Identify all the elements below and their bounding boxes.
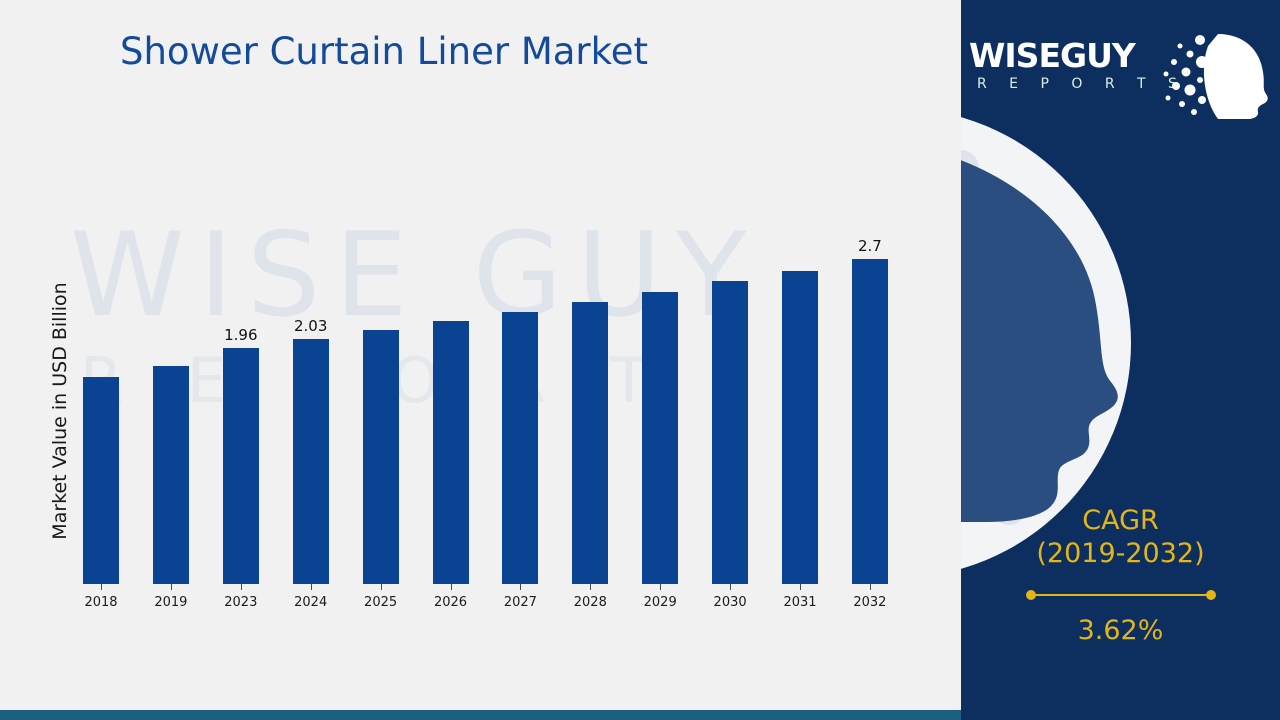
- bar-2028: [572, 301, 609, 584]
- logo-dotted-head-icon: [1163, 34, 1268, 119]
- x-tick-2026: [450, 584, 452, 590]
- bar-2024: [292, 339, 329, 584]
- x-tick-label-2031: 2031: [783, 595, 817, 610]
- cagr-label: CAGR: [1082, 505, 1159, 536]
- bar-value-label-2024: 2.03: [293, 317, 328, 336]
- page-title: Shower Curtain Liner Market: [120, 30, 649, 73]
- footer-strip: [0, 710, 961, 720]
- bar-2025: [362, 329, 399, 584]
- bar-value-label-2032: 2.7: [857, 236, 882, 255]
- x-tick-label-2027: 2027: [503, 595, 537, 610]
- x-tick-label-2029: 2029: [643, 595, 677, 610]
- cagr-divider: [1025, 589, 1216, 601]
- bar-2023: [222, 347, 259, 584]
- x-tick-label-2023: 2023: [224, 595, 258, 610]
- x-tick-2030: [730, 584, 732, 590]
- x-tick-2025: [380, 584, 382, 590]
- head-silhouette-icon: [961, 160, 1118, 522]
- x-tick-label-2025: 2025: [364, 595, 398, 610]
- divider-line: [1031, 593, 1210, 596]
- x-tick-label-2026: 2026: [433, 595, 468, 610]
- x-tick-2024: [310, 584, 312, 590]
- x-tick-label-2018: 2018: [84, 595, 118, 610]
- chart-area: WISE GUY R E P O R T S Shower Curtain Li…: [49, 30, 888, 610]
- brand-panel: WISEGUY R E P O R T S CAGR (2019-2032: [961, 0, 1280, 720]
- cagr-value: 3.62%: [1077, 614, 1164, 646]
- bar-2018: [83, 376, 119, 584]
- cagr-period: (2019-2032): [1036, 537, 1205, 569]
- brand-logo: WISEGUY R E P O R T S: [961, 28, 1280, 124]
- x-tick-label-2032: 2032: [853, 595, 887, 610]
- x-tick-label-2019: 2019: [154, 595, 188, 610]
- cagr-block: CAGR (2019-2032) 3.62%: [961, 505, 1280, 646]
- x-tick-2031: [800, 584, 801, 590]
- bar-2029: [642, 292, 679, 584]
- bar-chart-plot: 2018 2019 1.96 2023 2.03 2024 2025 2026 2027 2028…: [83, 236, 888, 610]
- logo-subtext: R E P O R T S: [977, 76, 1186, 92]
- bar-2019: [152, 365, 189, 584]
- x-tick-2027: [520, 584, 522, 590]
- divider-dot-right: [1205, 589, 1216, 600]
- bar-2027: [502, 311, 539, 584]
- divider-dot-left: [1025, 589, 1036, 600]
- x-tick-label-2028: 2028: [573, 595, 607, 610]
- x-tick-2023: [240, 584, 242, 590]
- x-tick-2028: [590, 584, 592, 590]
- x-tick-2019: [170, 584, 172, 590]
- bar-value-label-2023: 1.96: [224, 325, 258, 344]
- bar-2031: [782, 270, 818, 584]
- logo-wordmark: WISEGUY: [969, 36, 1136, 75]
- bar-2032: [851, 258, 888, 584]
- bar-2030: [712, 281, 749, 584]
- x-tick-label-2024: 2024: [294, 595, 328, 610]
- x-tick-2029: [660, 584, 662, 590]
- bar-2026: [432, 321, 469, 584]
- x-tick-2018: [101, 584, 102, 590]
- x-tick-label-2030: 2030: [713, 595, 747, 610]
- x-tick-2032: [869, 584, 871, 590]
